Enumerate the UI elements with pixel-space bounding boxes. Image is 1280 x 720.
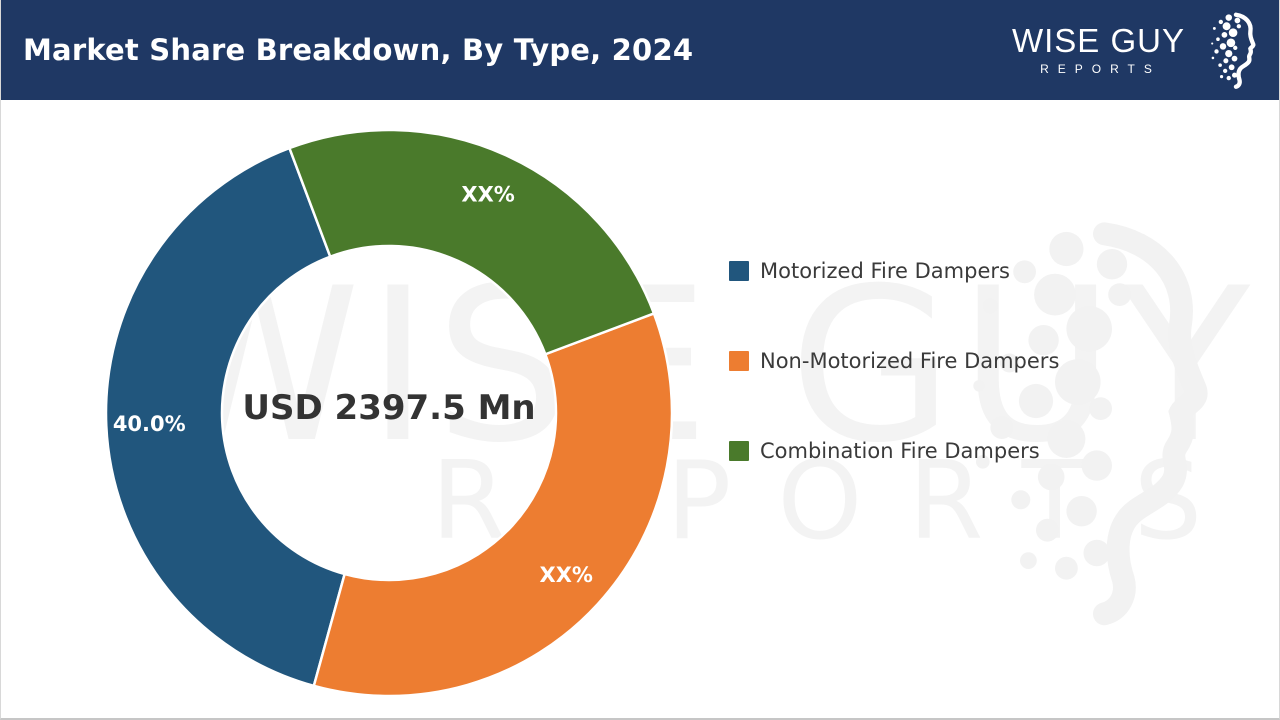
legend-label: Non-Motorized Fire Dampers [760,349,1060,373]
chart-area: WISE GUY REPORTS 40.0% XX% XX% USD 2397.5 … [1,100,1279,718]
segment-percentage-label: XX% [461,182,514,206]
legend-item-motorized: Motorized Fire Dampers [729,258,1059,284]
page-title: Market Share Breakdown, By Type, 2024 [23,33,694,67]
segment-percentage-label: 40.0% [113,412,186,436]
legend-swatch-non-motorized [729,351,749,371]
legend-item-non-motorized: Non-Motorized Fire Dampers [729,348,1059,374]
legend-label: Motorized Fire Dampers [760,259,1010,283]
logo-subtitle: REPORTS [1040,62,1161,76]
wiseguy-logo: WISE GUY REPORTS [1012,9,1259,91]
pie-segment-non-motorized-fire-dampers [312,312,674,698]
legend: Motorized Fire Dampers Non-Motorized Fir… [729,258,1059,528]
legend-item-combination: Combination Fire Dampers [729,438,1059,464]
legend-label: Combination Fire Dampers [760,439,1040,463]
header: Market Share Breakdown, By Type, 2024 WI… [1,0,1279,100]
donut-chart: 40.0% XX% XX% [104,128,674,698]
chart-center-value: USD 2397.5 Mn [242,388,536,428]
wiseguy-face-icon [1187,9,1259,91]
legend-swatch-combination [729,441,749,461]
segment-percentage-label: XX% [540,563,593,587]
legend-swatch-motorized [729,261,749,281]
pie-segment-motorized-fire-dampers [104,146,346,688]
logo-wordmark: WISE GUY [1011,22,1185,59]
pie-segment-combination-fire-dampers [288,128,656,356]
